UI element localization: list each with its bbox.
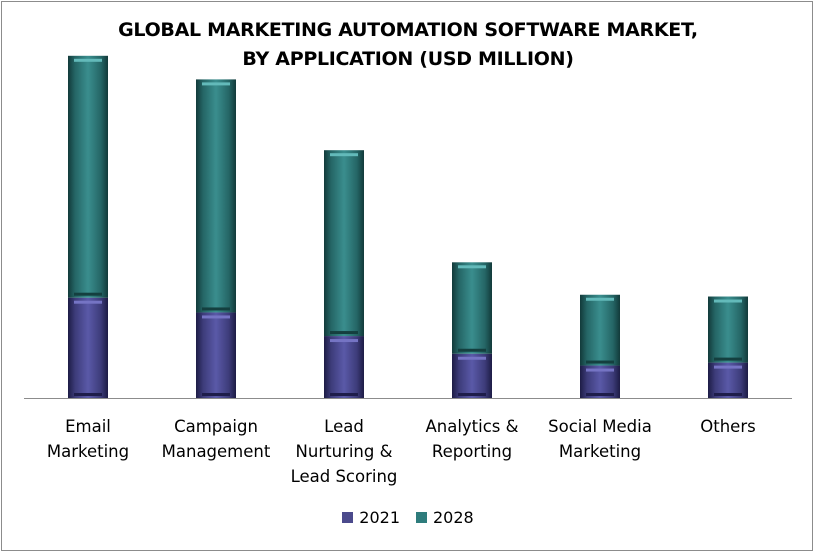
x-tick-label-2: Lead Nurturing & Lead Scoring — [291, 417, 398, 486]
bar-2028-2 — [324, 150, 364, 337]
bar-bevel-bottom-2021-3 — [458, 393, 486, 396]
bar-bevel-top-2021-3 — [458, 356, 486, 360]
bar-bevel-bottom-2028-1 — [202, 307, 230, 311]
chart-title-line-2: BY APPLICATION (USD MILLION) — [242, 48, 574, 70]
x-tick-label-0: Email Marketing — [47, 417, 129, 461]
bars-group — [68, 55, 748, 398]
bar-2028-1 — [196, 79, 236, 313]
bar-2028-0 — [68, 55, 108, 298]
bar-bevel-bottom-2028-4 — [586, 360, 614, 364]
bar-bevel-top-2028-2 — [330, 153, 358, 157]
legend-item-2021: 2021 — [342, 508, 400, 527]
x-tick-label-5: Others — [700, 417, 755, 436]
bar-2021-0 — [68, 297, 108, 398]
legend-item-2028: 2028 — [416, 508, 474, 527]
bar-bevel-top-2028-3 — [458, 265, 486, 269]
bar-bevel-top-2028-5 — [714, 299, 742, 303]
bar-bevel-bottom-2021-2 — [330, 393, 358, 396]
bar-bevel-bottom-2028-5 — [714, 357, 742, 361]
bar-bevel-bottom-2028-0 — [74, 292, 102, 296]
bar-bevel-bottom-2021-1 — [202, 393, 230, 396]
chart-title: GLOBAL MARKETING AUTOMATION SOFTWARE MAR… — [0, 16, 816, 74]
bar-2021-2 — [324, 336, 364, 398]
bar-bevel-top-2028-0 — [74, 58, 102, 62]
bar-bevel-bottom-2021-4 — [586, 393, 614, 396]
bar-bevel-bottom-2021-5 — [714, 393, 742, 396]
bar-bevel-bottom-2021-0 — [74, 393, 102, 396]
legend-label-2028: 2028 — [433, 508, 474, 527]
bar-bevel-bottom-2028-2 — [330, 331, 358, 335]
x-tick-labels: Email Marketing Campaign Management Lead Nurt… — [47, 417, 756, 486]
bar-2028-4 — [580, 294, 620, 366]
bar-bevel-top-2028-1 — [202, 82, 230, 86]
bar-2028-5 — [708, 296, 748, 363]
legend-swatch-2021 — [342, 512, 354, 523]
chart-title-line-1: GLOBAL MARKETING AUTOMATION SOFTWARE MAR… — [118, 19, 698, 41]
bar-2021-3 — [452, 353, 492, 398]
x-tick-label-1: Campaign Management — [162, 417, 271, 461]
bar-2021-1 — [196, 312, 236, 398]
plot-area: Email Marketing Campaign Management Lead Nurt… — [24, 55, 792, 486]
bar-bevel-top-2021-0 — [74, 300, 102, 304]
bar-bevel-top-2021-1 — [202, 315, 230, 319]
bar-2028-3 — [452, 262, 492, 354]
bar-bevel-top-2028-4 — [586, 297, 614, 301]
legend: 2021 2028 — [0, 508, 816, 527]
x-tick-label-4: Social Media Marketing — [548, 417, 652, 461]
bar-bevel-top-2021-4 — [586, 368, 614, 372]
legend-label-2021: 2021 — [359, 508, 400, 527]
bar-bevel-bottom-2028-3 — [458, 348, 486, 352]
bar-bevel-top-2021-5 — [714, 365, 742, 369]
x-tick-label-3: Analytics & Reporting — [425, 417, 518, 461]
legend-swatch-2028 — [416, 512, 427, 523]
bar-bevel-top-2021-2 — [330, 339, 358, 343]
